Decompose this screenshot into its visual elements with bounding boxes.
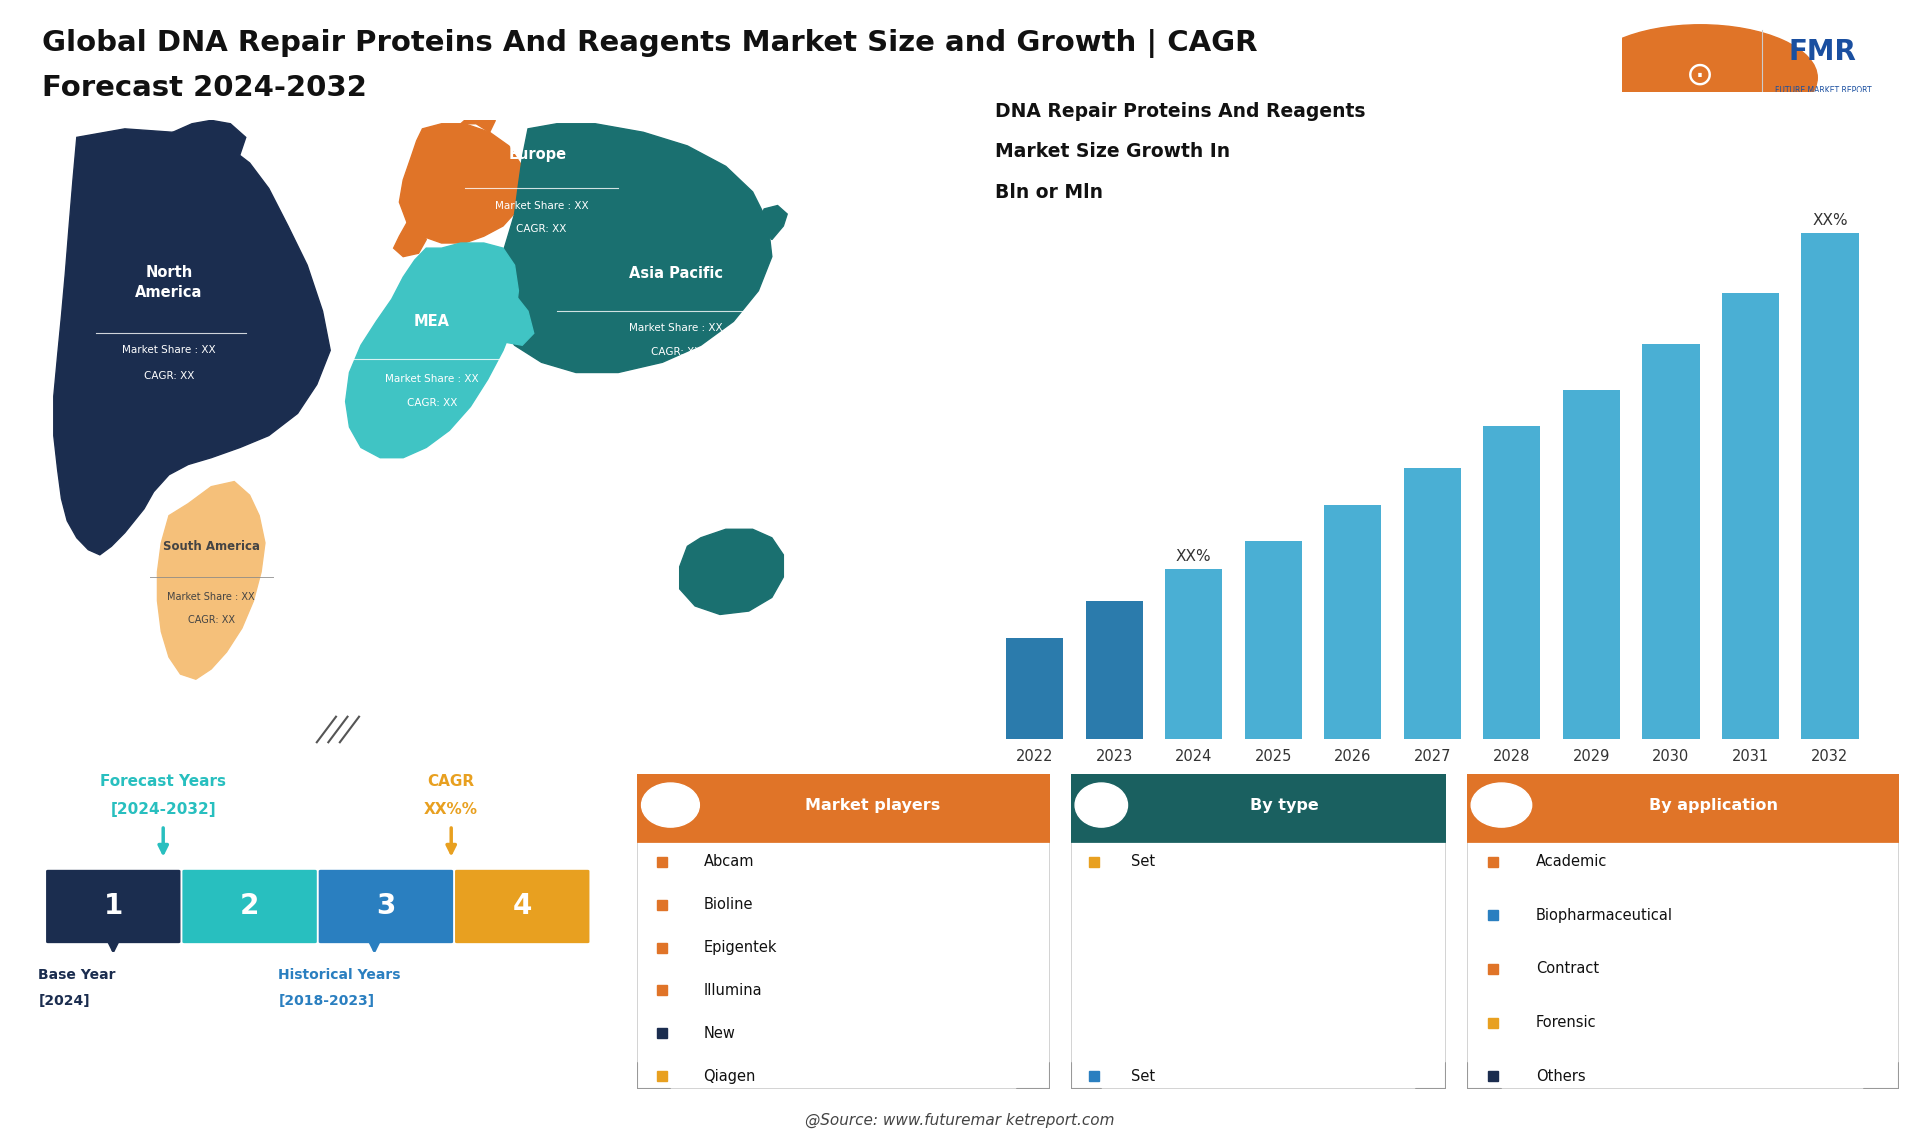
- Text: New: New: [703, 1026, 735, 1041]
- Text: Market Share : XX: Market Share : XX: [167, 592, 255, 603]
- FancyBboxPatch shape: [1450, 768, 1916, 843]
- FancyBboxPatch shape: [182, 870, 317, 943]
- FancyBboxPatch shape: [1056, 768, 1461, 843]
- Text: Contract: Contract: [1536, 961, 1599, 976]
- Bar: [1404, 468, 1461, 739]
- Text: Epigentek: Epigentek: [703, 940, 778, 955]
- Circle shape: [1584, 25, 1816, 131]
- Text: FUTURE MARKET REPORT: FUTURE MARKET REPORT: [1774, 86, 1872, 95]
- Text: Asia Pacific: Asia Pacific: [630, 266, 722, 281]
- Polygon shape: [394, 222, 426, 257]
- Text: Illumina: Illumina: [703, 983, 762, 998]
- Text: CAGR: XX: CAGR: XX: [144, 371, 194, 380]
- Polygon shape: [461, 120, 495, 132]
- Text: Market Share : XX: Market Share : XX: [123, 345, 215, 355]
- Text: Set: Set: [1131, 854, 1156, 870]
- Polygon shape: [157, 481, 265, 680]
- Bar: [1085, 602, 1142, 739]
- Text: Academic: Academic: [1536, 854, 1607, 870]
- Text: XX%: XX%: [1812, 213, 1847, 228]
- Text: Market Size Growth In: Market Size Growth In: [995, 142, 1231, 162]
- Text: By type: By type: [1250, 798, 1319, 813]
- FancyBboxPatch shape: [637, 830, 1050, 1089]
- Text: @Source: www.futuremar ketreport.com: @Source: www.futuremar ketreport.com: [804, 1113, 1116, 1129]
- Text: Market Share : XX: Market Share : XX: [630, 323, 722, 333]
- Text: 2: 2: [240, 893, 259, 920]
- Text: [2024]: [2024]: [38, 994, 90, 1007]
- Polygon shape: [54, 128, 330, 555]
- FancyBboxPatch shape: [620, 768, 1068, 843]
- Text: 1: 1: [104, 893, 123, 920]
- Bar: [1244, 541, 1302, 739]
- Bar: [1165, 570, 1223, 739]
- Text: South America: South America: [163, 540, 259, 552]
- Text: [2024-2032]: [2024-2032]: [109, 802, 217, 817]
- Text: CAGR: XX: CAGR: XX: [188, 614, 234, 625]
- FancyBboxPatch shape: [1071, 830, 1446, 1089]
- FancyBboxPatch shape: [455, 870, 589, 943]
- Polygon shape: [346, 243, 518, 457]
- Polygon shape: [680, 529, 783, 614]
- Bar: [1722, 293, 1780, 739]
- Text: CAGR: CAGR: [428, 774, 474, 788]
- Text: XX%%: XX%%: [424, 802, 478, 817]
- Bar: [1801, 234, 1859, 739]
- FancyBboxPatch shape: [1467, 830, 1899, 1089]
- Text: Market Share : XX: Market Share : XX: [495, 201, 588, 211]
- Text: Qiagen: Qiagen: [703, 1068, 756, 1084]
- Circle shape: [641, 783, 699, 827]
- Text: MEA: MEA: [415, 314, 449, 329]
- Text: Abcam: Abcam: [703, 854, 755, 870]
- Text: Bln or Mln: Bln or Mln: [995, 182, 1102, 202]
- Text: Forensic: Forensic: [1536, 1015, 1597, 1030]
- Text: 3: 3: [376, 893, 396, 920]
- Text: FMR: FMR: [1789, 39, 1857, 66]
- Text: Biopharmaceutical: Biopharmaceutical: [1536, 908, 1672, 923]
- Text: Base Year: Base Year: [38, 968, 115, 982]
- Text: Forecast Years: Forecast Years: [100, 774, 227, 788]
- Text: ⊙: ⊙: [1686, 58, 1715, 92]
- Text: Bioline: Bioline: [703, 897, 753, 912]
- Text: CAGR: XX: CAGR: XX: [516, 225, 566, 235]
- Polygon shape: [495, 124, 772, 372]
- Polygon shape: [758, 205, 787, 240]
- Text: CAGR: XX: CAGR: XX: [651, 347, 701, 358]
- Text: Forecast 2024-2032: Forecast 2024-2032: [42, 74, 367, 102]
- Bar: [1563, 390, 1620, 739]
- Bar: [1325, 504, 1380, 739]
- Polygon shape: [173, 120, 246, 163]
- Text: Europe: Europe: [509, 147, 566, 162]
- Polygon shape: [495, 295, 534, 345]
- Text: Set: Set: [1131, 1068, 1156, 1084]
- Text: [2018-2023]: [2018-2023]: [278, 994, 374, 1007]
- Text: Historical Years: Historical Years: [278, 968, 401, 982]
- Bar: [1642, 344, 1699, 739]
- Text: DNA Repair Proteins And Reagents: DNA Repair Proteins And Reagents: [995, 102, 1365, 120]
- Text: XX%: XX%: [1175, 549, 1212, 564]
- Text: Market players: Market players: [804, 798, 941, 813]
- FancyBboxPatch shape: [319, 870, 453, 943]
- Text: 4: 4: [513, 893, 532, 920]
- FancyBboxPatch shape: [46, 870, 180, 943]
- Text: Global DNA Repair Proteins And Reagents Market Size and Growth | CAGR: Global DNA Repair Proteins And Reagents …: [42, 29, 1258, 57]
- Text: Others: Others: [1536, 1068, 1586, 1084]
- Circle shape: [1075, 783, 1127, 827]
- Text: North
America: North America: [134, 265, 204, 299]
- Bar: [1484, 426, 1540, 739]
- Bar: [1006, 638, 1064, 739]
- Text: CAGR: XX: CAGR: XX: [407, 398, 457, 408]
- Polygon shape: [399, 124, 528, 243]
- Text: Market Share : XX: Market Share : XX: [386, 375, 478, 384]
- Circle shape: [1471, 783, 1532, 827]
- Text: By application: By application: [1649, 798, 1778, 813]
